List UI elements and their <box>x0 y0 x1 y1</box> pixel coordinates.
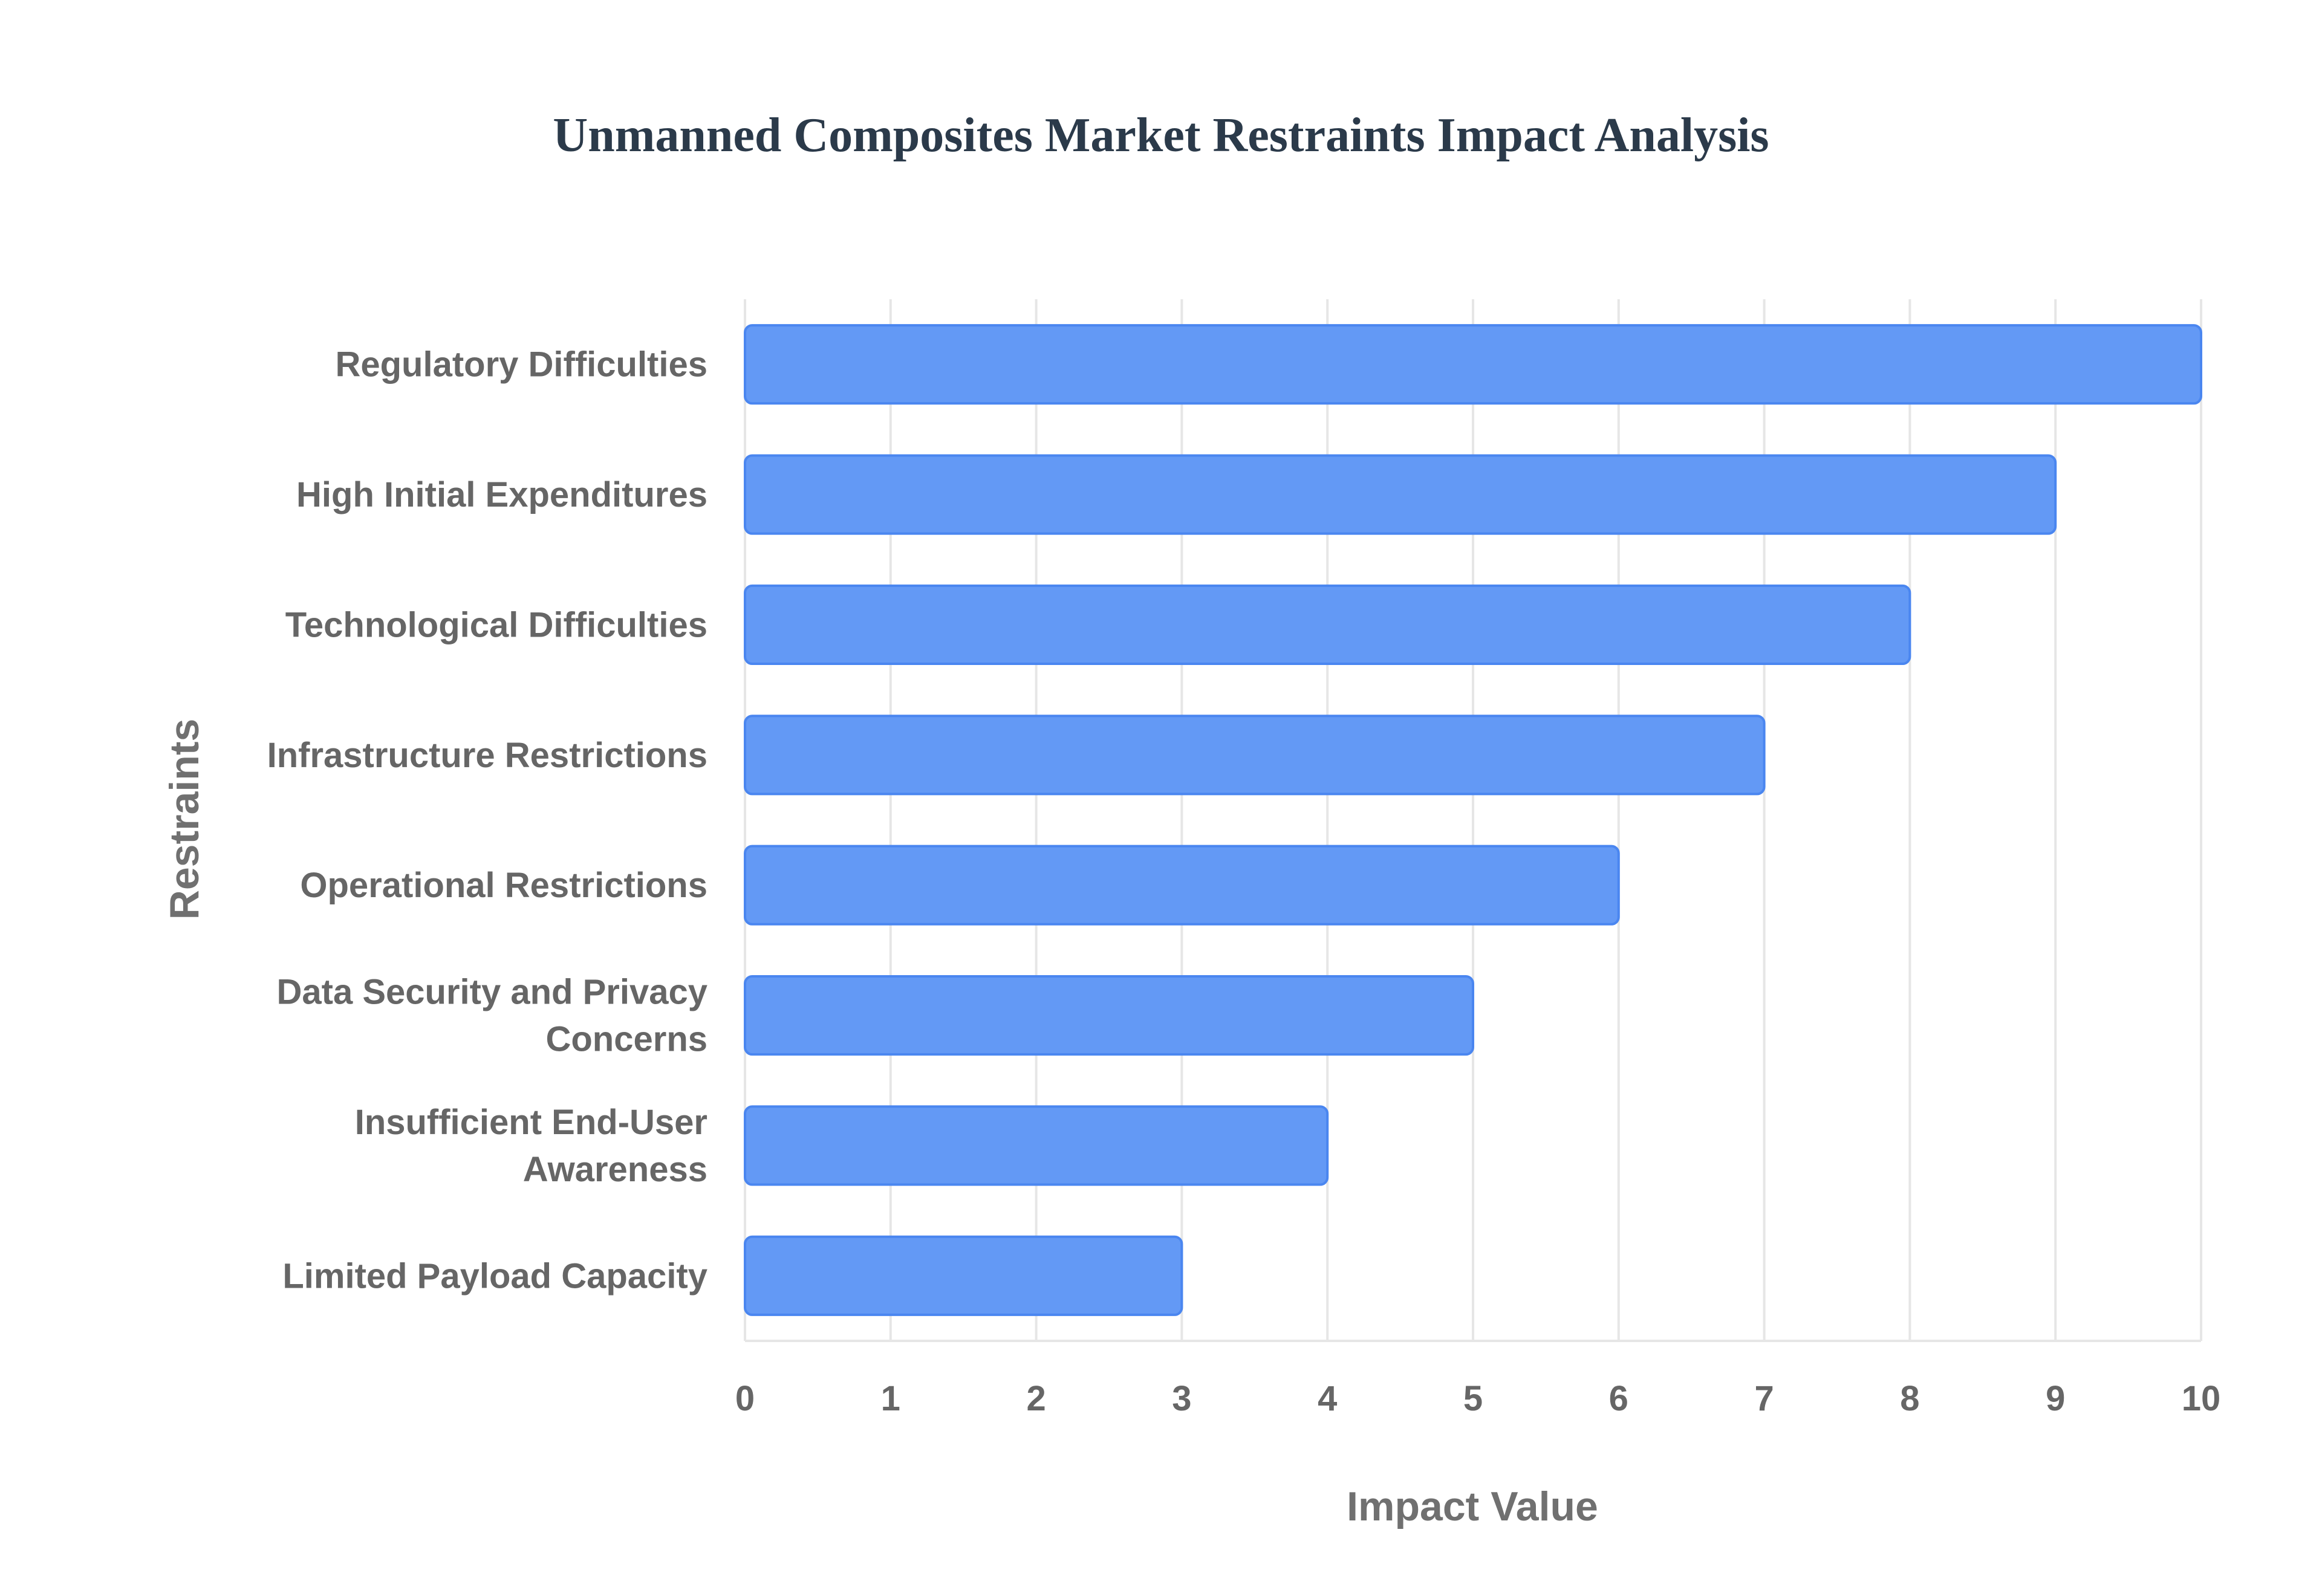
bar <box>744 454 2057 535</box>
y-axis-title: Restraints <box>161 719 207 920</box>
category-label: High Initial Expenditures <box>296 475 707 514</box>
bar <box>744 715 1766 796</box>
x-tick-label: 6 <box>1609 1379 1628 1418</box>
bar <box>744 975 1474 1056</box>
x-tick-labels: 0 1 2 3 4 5 6 7 8 9 10 <box>735 1379 2220 1418</box>
x-tick-label: 7 <box>1754 1379 1774 1418</box>
x-tick-label: 10 <box>2182 1379 2221 1418</box>
bar <box>744 324 2202 405</box>
category-label: Infrastructure Restrictions <box>267 736 707 775</box>
category-label: Concerns <box>545 1020 707 1059</box>
category-label: Awareness <box>523 1150 707 1189</box>
bar <box>744 1105 1329 1186</box>
x-tick-label: 9 <box>2046 1379 2065 1418</box>
bar <box>744 1235 1183 1316</box>
x-axis-title: Impact Value <box>1347 1484 1598 1529</box>
category-label: Operational Restrictions <box>300 866 707 905</box>
x-tick-label: 5 <box>1463 1379 1483 1418</box>
bar <box>744 845 1620 926</box>
category-label: Technological Difficulties <box>285 605 707 644</box>
x-tick-label: 8 <box>1900 1379 1919 1418</box>
x-tick-label: 3 <box>1172 1379 1191 1418</box>
x-tick-label: 4 <box>1318 1379 1337 1418</box>
category-labels: Regulatory Difficulties High Initial Expe… <box>267 345 707 1296</box>
bar <box>744 584 1911 666</box>
x-tick-label: 0 <box>735 1379 755 1418</box>
category-label: Limited Payload Capacity <box>282 1256 707 1296</box>
category-label: Regulatory Difficulties <box>335 345 707 384</box>
bars <box>744 324 2202 1316</box>
x-tick-label: 1 <box>881 1379 900 1418</box>
category-label: Insufficient End-User <box>355 1103 707 1142</box>
x-tick-label: 2 <box>1026 1379 1046 1418</box>
category-label: Data Security and Privacy <box>277 973 707 1012</box>
chart-title: Unmanned Composites Market Restraints Im… <box>553 109 1769 162</box>
